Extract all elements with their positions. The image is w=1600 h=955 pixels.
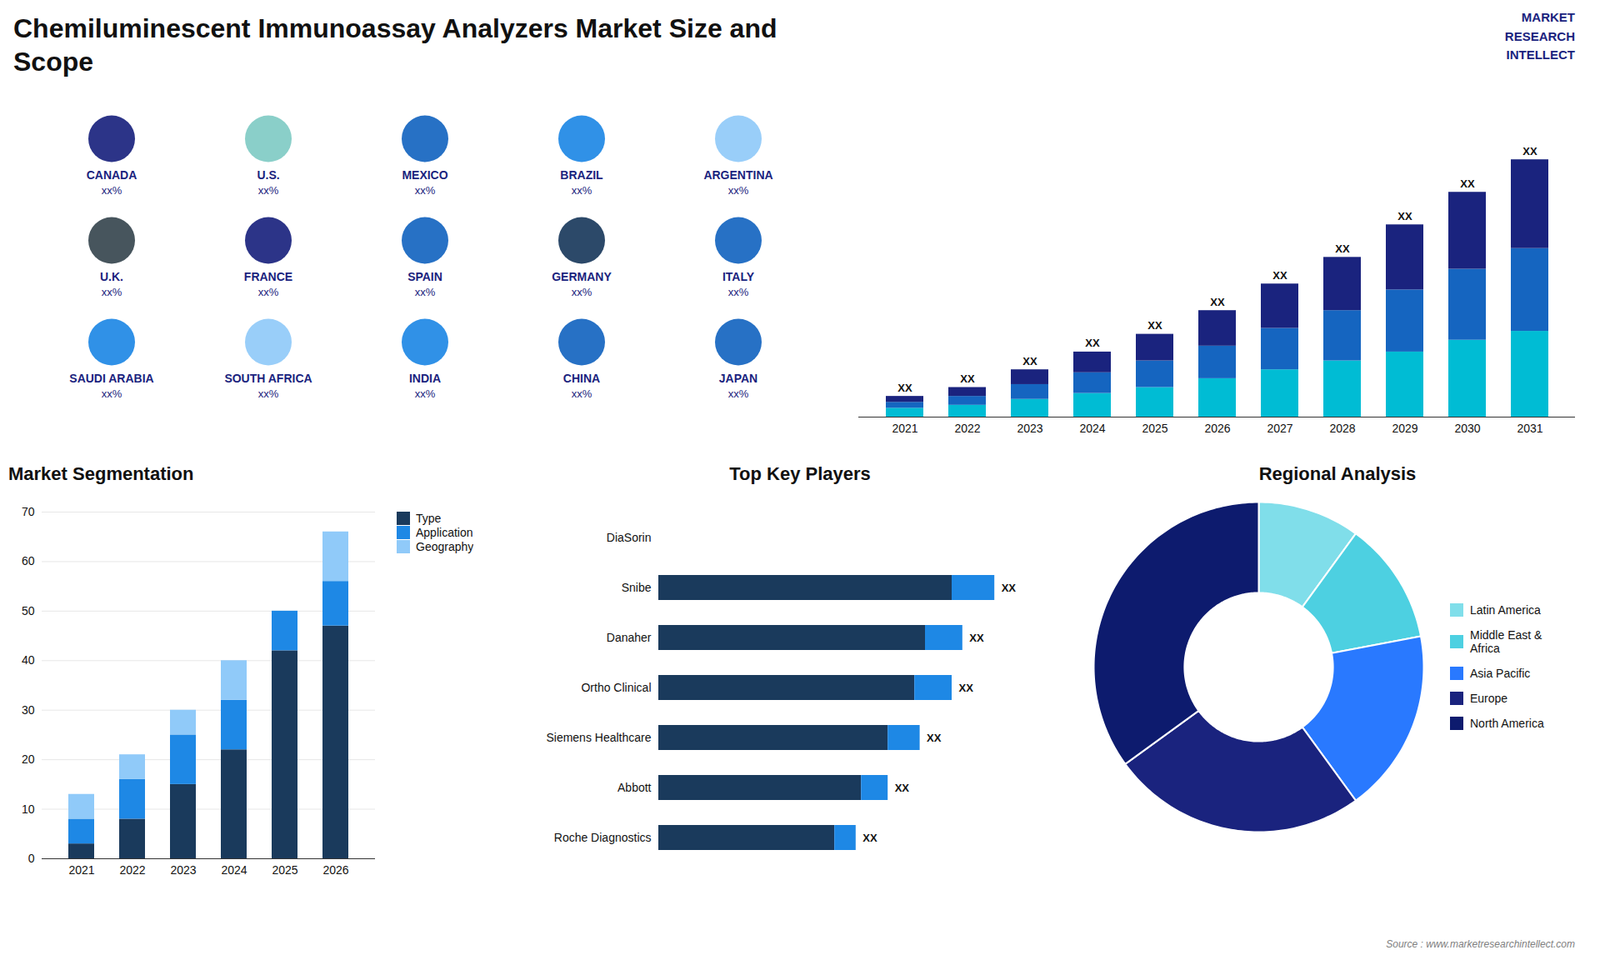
svg-text:JAPAN: JAPAN [719, 371, 758, 385]
svg-text:2028: 2028 [1329, 421, 1355, 435]
html-text:Latin America: Latin America [1470, 603, 1541, 617]
svg-text:40: 40 [21, 653, 35, 667]
html-text:Asia Pacific: Asia Pacific [1470, 666, 1531, 680]
svg-text:50: 50 [21, 604, 35, 618]
svg-text:XX: XX [926, 731, 942, 745]
svg-text:XX: XX [1397, 210, 1413, 223]
svg-text:xx%: xx% [415, 387, 436, 400]
svg-text:XX: XX [960, 372, 975, 385]
svg-text:Roche Diagnostics: Roche Diagnostics [554, 830, 652, 845]
svg-text:xx%: xx% [258, 285, 280, 299]
html-text:RESEARCH: RESEARCH [1504, 28, 1575, 43]
svg-text:XX: XX [1522, 145, 1538, 158]
html-text:Regional Analysis: Regional Analysis [1258, 463, 1417, 485]
svg-text:XX: XX [862, 831, 878, 845]
svg-text:2025: 2025 [1141, 421, 1168, 435]
html-text:Geography: Geography [415, 540, 474, 554]
html-text:MARKET: MARKET [1521, 10, 1575, 25]
svg-text:2023: 2023 [170, 863, 196, 877]
svg-text:2021: 2021 [891, 421, 918, 435]
svg-text:XX: XX [1460, 177, 1475, 190]
svg-text:xx%: xx% [258, 184, 280, 197]
svg-text:xx%: xx% [258, 387, 280, 400]
svg-text:ITALY: ITALY [722, 270, 755, 284]
svg-text:XX: XX [897, 381, 913, 395]
html-text:Europe: Europe [1470, 691, 1508, 705]
svg-text:2031: 2031 [1516, 421, 1543, 435]
html-text:Application: Application [415, 525, 473, 540]
html-text:North America: North America [1470, 716, 1544, 730]
svg-text:Snibe: Snibe [621, 580, 652, 595]
svg-text:XX: XX [1272, 269, 1288, 282]
svg-text:U.S.: U.S. [256, 168, 280, 182]
html-text:Source : www.marketresearchint: Source : www.marketresearchintellect.com [1386, 938, 1575, 950]
svg-text:0: 0 [28, 851, 35, 865]
svg-text:xx%: xx% [571, 184, 593, 197]
svg-text:SAUDI ARABIA: SAUDI ARABIA [69, 371, 154, 385]
svg-text:Siemens Healthcare: Siemens Healthcare [545, 730, 651, 745]
svg-text:XX: XX [959, 681, 975, 695]
svg-text:XX: XX [1022, 355, 1038, 368]
svg-text:30: 30 [21, 703, 35, 717]
svg-text:CHINA: CHINA [563, 371, 600, 385]
svg-text:70: 70 [21, 505, 35, 519]
svg-text:2025: 2025 [271, 863, 298, 877]
svg-text:SOUTH AFRICA: SOUTH AFRICA [224, 371, 312, 385]
svg-text:2024: 2024 [1079, 421, 1105, 435]
svg-text:2022: 2022 [954, 421, 980, 435]
svg-text:xx%: xx% [571, 285, 593, 299]
html-text:INTELLECT: INTELLECT [1506, 47, 1575, 62]
svg-text:XX: XX [1085, 336, 1100, 350]
svg-text:GERMANY: GERMANY [551, 270, 612, 284]
svg-text:xx%: xx% [571, 387, 593, 400]
svg-text:2026: 2026 [1204, 421, 1230, 435]
svg-text:2023: 2023 [1016, 421, 1043, 435]
svg-text:XX: XX [1147, 319, 1163, 332]
svg-text:XX: XX [1001, 581, 1017, 595]
svg-text:2026: 2026 [322, 863, 349, 877]
svg-text:xx%: xx% [415, 285, 436, 299]
svg-text:xx%: xx% [101, 387, 123, 400]
svg-text:xx%: xx% [728, 387, 750, 400]
svg-text:10: 10 [21, 802, 35, 816]
svg-text:2024: 2024 [220, 863, 247, 877]
html-text:Type: Type [415, 511, 442, 525]
svg-text:INDIA: INDIA [409, 371, 441, 385]
svg-text:2030: 2030 [1454, 421, 1480, 435]
svg-text:2029: 2029 [1391, 421, 1418, 435]
svg-text:ARGENTINA: ARGENTINA [703, 168, 773, 182]
html-text:Top Key Players: Top Key Players [729, 463, 871, 485]
html-text:Market Segmentation: Market Segmentation [8, 463, 194, 485]
svg-text:XX: XX [1210, 295, 1225, 309]
svg-text:xx%: xx% [415, 184, 436, 197]
svg-text:DiaSorin: DiaSorin [606, 530, 652, 545]
svg-text:2021: 2021 [68, 863, 95, 877]
svg-text:U.K.: U.K. [100, 270, 124, 284]
svg-text:Danaher: Danaher [606, 630, 652, 645]
svg-text:SPAIN: SPAIN [407, 270, 443, 284]
svg-text:20: 20 [21, 752, 35, 766]
html-text:Chemiluminescent Immunoassay A: Chemiluminescent Immunoassay Analyzers M… [13, 13, 778, 77]
svg-text:xx%: xx% [101, 184, 123, 197]
svg-text:BRAZIL: BRAZIL [560, 168, 604, 182]
svg-text:Ortho Clinical: Ortho Clinical [580, 680, 651, 695]
svg-text:Abbott: Abbott [617, 780, 652, 795]
svg-text:2027: 2027 [1266, 421, 1293, 435]
svg-text:MEXICO: MEXICO [401, 168, 448, 182]
svg-text:XX: XX [1335, 242, 1350, 255]
svg-text:CANADA: CANADA [86, 168, 138, 182]
svg-text:xx%: xx% [728, 285, 750, 299]
html-text:Middle East & Africa: Middle East & Africa [1470, 628, 1542, 655]
svg-text:2022: 2022 [119, 863, 145, 877]
svg-text:XX: XX [895, 781, 910, 795]
svg-text:xx%: xx% [728, 184, 750, 197]
svg-text:XX: XX [969, 631, 985, 645]
svg-text:FRANCE: FRANCE [244, 270, 293, 284]
svg-text:60: 60 [21, 554, 35, 568]
svg-text:xx%: xx% [101, 285, 123, 299]
